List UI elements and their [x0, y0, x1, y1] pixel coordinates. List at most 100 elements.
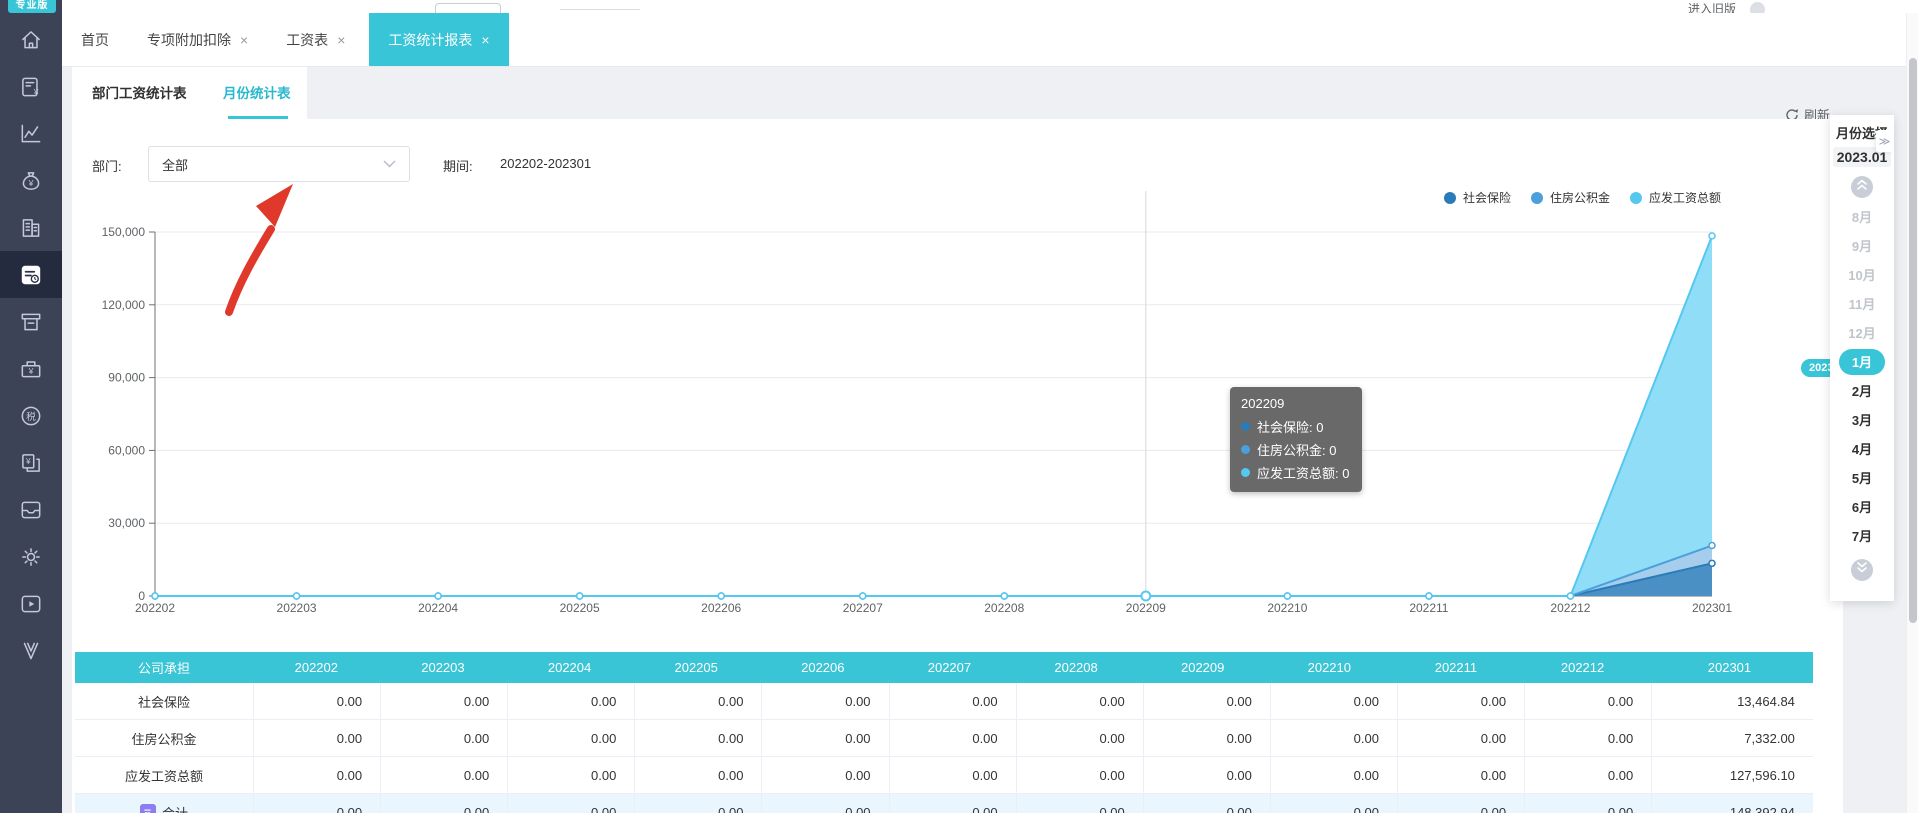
legend-item-0[interactable]: 社会保险	[1443, 189, 1511, 206]
table-value-cell: 0.00	[634, 683, 761, 719]
scroll-down-button[interactable]	[1851, 559, 1873, 581]
page-scrollbar	[1906, 13, 1918, 813]
data-point	[1566, 592, 1575, 600]
sidebar-item-trend-chart[interactable]	[0, 110, 62, 157]
legend-item-1[interactable]: 住房公积金	[1530, 189, 1610, 206]
sidebar-item-home[interactable]	[0, 16, 62, 63]
x-axis-tick-label: 202205	[560, 601, 600, 615]
month-item-5[interactable]: 1月	[1830, 347, 1894, 376]
user-avatar[interactable]	[1750, 2, 1765, 13]
area-series-1	[155, 545, 1712, 596]
month-item-9[interactable]: 5月	[1830, 463, 1894, 492]
sidebar-item-cash-withdraw[interactable]	[0, 298, 62, 345]
month-item-8[interactable]: 4月	[1830, 434, 1894, 463]
cutoff-search-box[interactable]	[435, 3, 501, 13]
svg-text:¥: ¥	[28, 177, 34, 187]
department-select[interactable]: 全部	[148, 146, 410, 182]
table-value-cell: 0.00	[1142, 720, 1270, 756]
table-header-cell: 202203	[421, 660, 465, 675]
calculator-icon	[139, 804, 156, 813]
report-panel: 部门: 全部 期间: 202202-202301 社会保险 住房公积金 应发工资总额…	[72, 119, 1843, 813]
legend-item-2[interactable]: 应发工资总额	[1629, 189, 1721, 206]
month-label: 3月	[1851, 413, 1873, 428]
chevron-double-down-icon	[1855, 561, 1869, 579]
cash-register-icon: ¥	[18, 356, 44, 382]
month-item-6[interactable]: 2月	[1830, 376, 1894, 405]
month-item-11[interactable]: 7月	[1830, 521, 1894, 550]
month-label: 7月	[1851, 529, 1873, 544]
trend-chart-icon	[18, 121, 44, 147]
cash-withdraw-icon	[18, 309, 44, 335]
sidebar-item-cash-register[interactable]: ¥	[0, 345, 62, 392]
tab-1[interactable]: 专项附加扣除 ×	[133, 13, 262, 66]
tab-department-salary-report[interactable]: 部门工资统计表	[92, 85, 187, 101]
month-item-7[interactable]: 3月	[1830, 405, 1894, 434]
data-point	[292, 592, 301, 600]
table-value-cell: 0.00	[761, 720, 888, 756]
archive-icon	[18, 497, 44, 523]
sidebar-item-company[interactable]	[0, 204, 62, 251]
x-axis-tick-label: 202211	[1409, 601, 1448, 615]
video-tutorial-icon	[18, 591, 44, 617]
table-header-row: 公司承担 202202 202203 202204 202205 202206 202207…	[75, 652, 1813, 683]
edition-badge: 专业版	[8, 0, 56, 13]
tab-close-icon[interactable]: ×	[240, 31, 249, 48]
table-value-cell: 0.00	[634, 757, 761, 793]
sidebar-item-settings[interactable]	[0, 533, 62, 580]
active-tab-underline	[228, 116, 288, 119]
home-icon	[18, 27, 44, 53]
scrollbar-thumb[interactable]	[1909, 58, 1917, 623]
sidebar-item-archive[interactable]	[0, 486, 62, 533]
sidebar-item-tax[interactable]: 税	[0, 392, 62, 439]
table-value-cell: 0.00	[1142, 794, 1270, 813]
table-row-1: 住房公积金 0.00 0.00 0.00 0.00 0.00 0.00 0.00 0.00 0.0…	[75, 720, 1813, 757]
scroll-up-button[interactable]	[1851, 176, 1873, 198]
month-label: 1月	[1839, 348, 1885, 375]
sidebar-item-video-tutorial[interactable]	[0, 580, 62, 627]
svg-text:¥: ¥	[28, 365, 34, 375]
month-item-10[interactable]: 6月	[1830, 492, 1894, 521]
period-value: 202202-202301	[500, 156, 592, 171]
tab-close-icon[interactable]: ×	[481, 31, 490, 48]
sidebar-item-money-bag[interactable]: ¥	[0, 157, 62, 204]
sidebar-item-voucher-transfer[interactable]: ¥	[0, 439, 62, 486]
old-version-link[interactable]: 进入旧版	[1688, 2, 1737, 13]
table-value-cell: 0.00	[1396, 794, 1524, 813]
row-label: 住房公积金	[131, 731, 197, 747]
money-bag-icon: ¥	[18, 168, 44, 194]
table-value-cell: 0.00	[1396, 757, 1524, 793]
tab-2[interactable]: 工资表 ×	[272, 13, 359, 66]
data-point	[1000, 592, 1009, 600]
table-value-cell: 148,392.94	[1651, 794, 1813, 813]
x-axis-tick-label: 202204	[418, 601, 458, 615]
table-header-cell: 202207	[927, 660, 972, 675]
tab-close-icon[interactable]: ×	[337, 31, 346, 48]
data-point	[1708, 232, 1716, 240]
table-value-cell: 0.00	[761, 794, 888, 813]
chevron-down-icon	[383, 160, 396, 168]
table-value-cell: 0.00	[1142, 757, 1270, 793]
month-label: 8月	[1851, 210, 1873, 225]
table-value-cell: 0.00	[1269, 720, 1397, 756]
y-axis-tick-label: 90,000	[108, 371, 145, 385]
sidebar-item-invoice[interactable]: ¥	[0, 63, 62, 110]
y-axis-tick-label: 0	[138, 589, 145, 603]
legend-label: 应发工资总额	[1648, 191, 1721, 205]
tab-monthly-report[interactable]: 月份统计表	[223, 85, 291, 101]
row-label-cell: 社会保险	[75, 683, 253, 719]
sidebar-item-report[interactable]	[0, 251, 62, 298]
tab-bar: 首页 专项附加扣除 × 工资表 × 工资统计报表 ×	[62, 13, 1918, 67]
report-icon	[18, 262, 44, 288]
tab-3[interactable]: 工资统计报表 ×	[369, 13, 509, 66]
table-value-cell: 0.00	[253, 794, 380, 813]
tab-0[interactable]: 首页	[67, 13, 123, 66]
table-value-cell: 0.00	[1015, 683, 1143, 719]
data-point	[434, 592, 442, 600]
x-axis-tick-label: 202203	[277, 601, 317, 615]
table-header-cell: 202301	[1707, 660, 1752, 675]
table-value-cell: 0.00	[1015, 720, 1143, 756]
collapse-month-panel-button[interactable]: ≫	[1876, 130, 1893, 152]
salary-stacked-area-chart[interactable]: 0 30,000 60,000 90,000 120,000 150,000 202202 2…	[72, 179, 1843, 629]
sidebar-item-v-logo[interactable]	[0, 627, 62, 674]
